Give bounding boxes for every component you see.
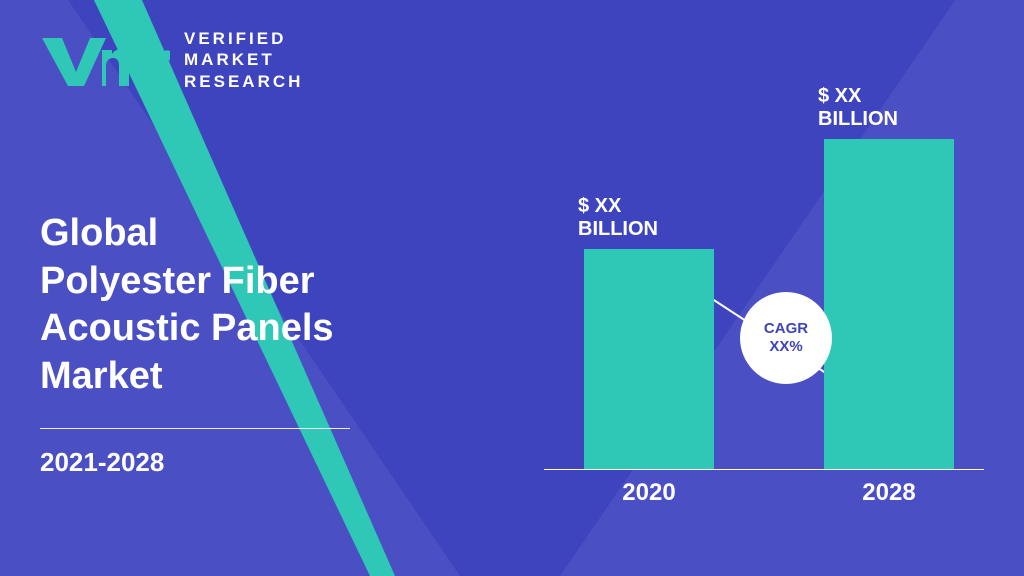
bar-2020-value-line2: BILLION — [578, 218, 728, 241]
bar-2020: $ XX BILLION 2020 — [584, 249, 714, 469]
title-divider — [40, 428, 350, 429]
logo-text-line3: RESEARCH — [184, 71, 303, 92]
cagr-label: CAGR — [764, 320, 808, 338]
bar-2028-value-line2: BILLION — [818, 108, 968, 131]
logo-text: VERIFIED MARKET RESEARCH — [184, 28, 303, 92]
title-line3: Acoustic Panels — [40, 305, 350, 353]
logo: VERIFIED MARKET RESEARCH — [40, 28, 303, 92]
logo-text-line2: MARKET — [184, 49, 303, 70]
cagr-badge: CAGR XX% — [740, 292, 832, 384]
bar-2020-value-label: $ XX BILLION — [578, 195, 728, 241]
title-line4: Market — [40, 353, 350, 401]
cagr-value: XX% — [769, 338, 802, 356]
logo-text-line1: VERIFIED — [184, 28, 303, 49]
bar-2028-value-label: $ XX BILLION — [818, 85, 968, 131]
chart-x-axis — [544, 469, 984, 470]
page-title: Global Polyester Fiber Acoustic Panels M… — [40, 210, 350, 400]
bar-2028: $ XX BILLION 2028 — [824, 139, 954, 469]
title-line2: Polyester Fiber — [40, 258, 350, 306]
market-bar-chart: $ XX BILLION 2020 $ XX BILLION 2028 CAGR… — [544, 40, 984, 510]
bar-2028-year: 2028 — [824, 479, 954, 507]
title-block: Global Polyester Fiber Acoustic Panels M… — [40, 210, 350, 478]
forecast-period: 2021-2028 — [40, 447, 350, 478]
title-line1: Global — [40, 210, 350, 258]
logo-mark-icon — [40, 32, 170, 88]
bar-2028-value-line1: $ XX — [818, 85, 968, 108]
bar-2020-year: 2020 — [584, 479, 714, 507]
bar-2020-value-line1: $ XX — [578, 195, 728, 218]
